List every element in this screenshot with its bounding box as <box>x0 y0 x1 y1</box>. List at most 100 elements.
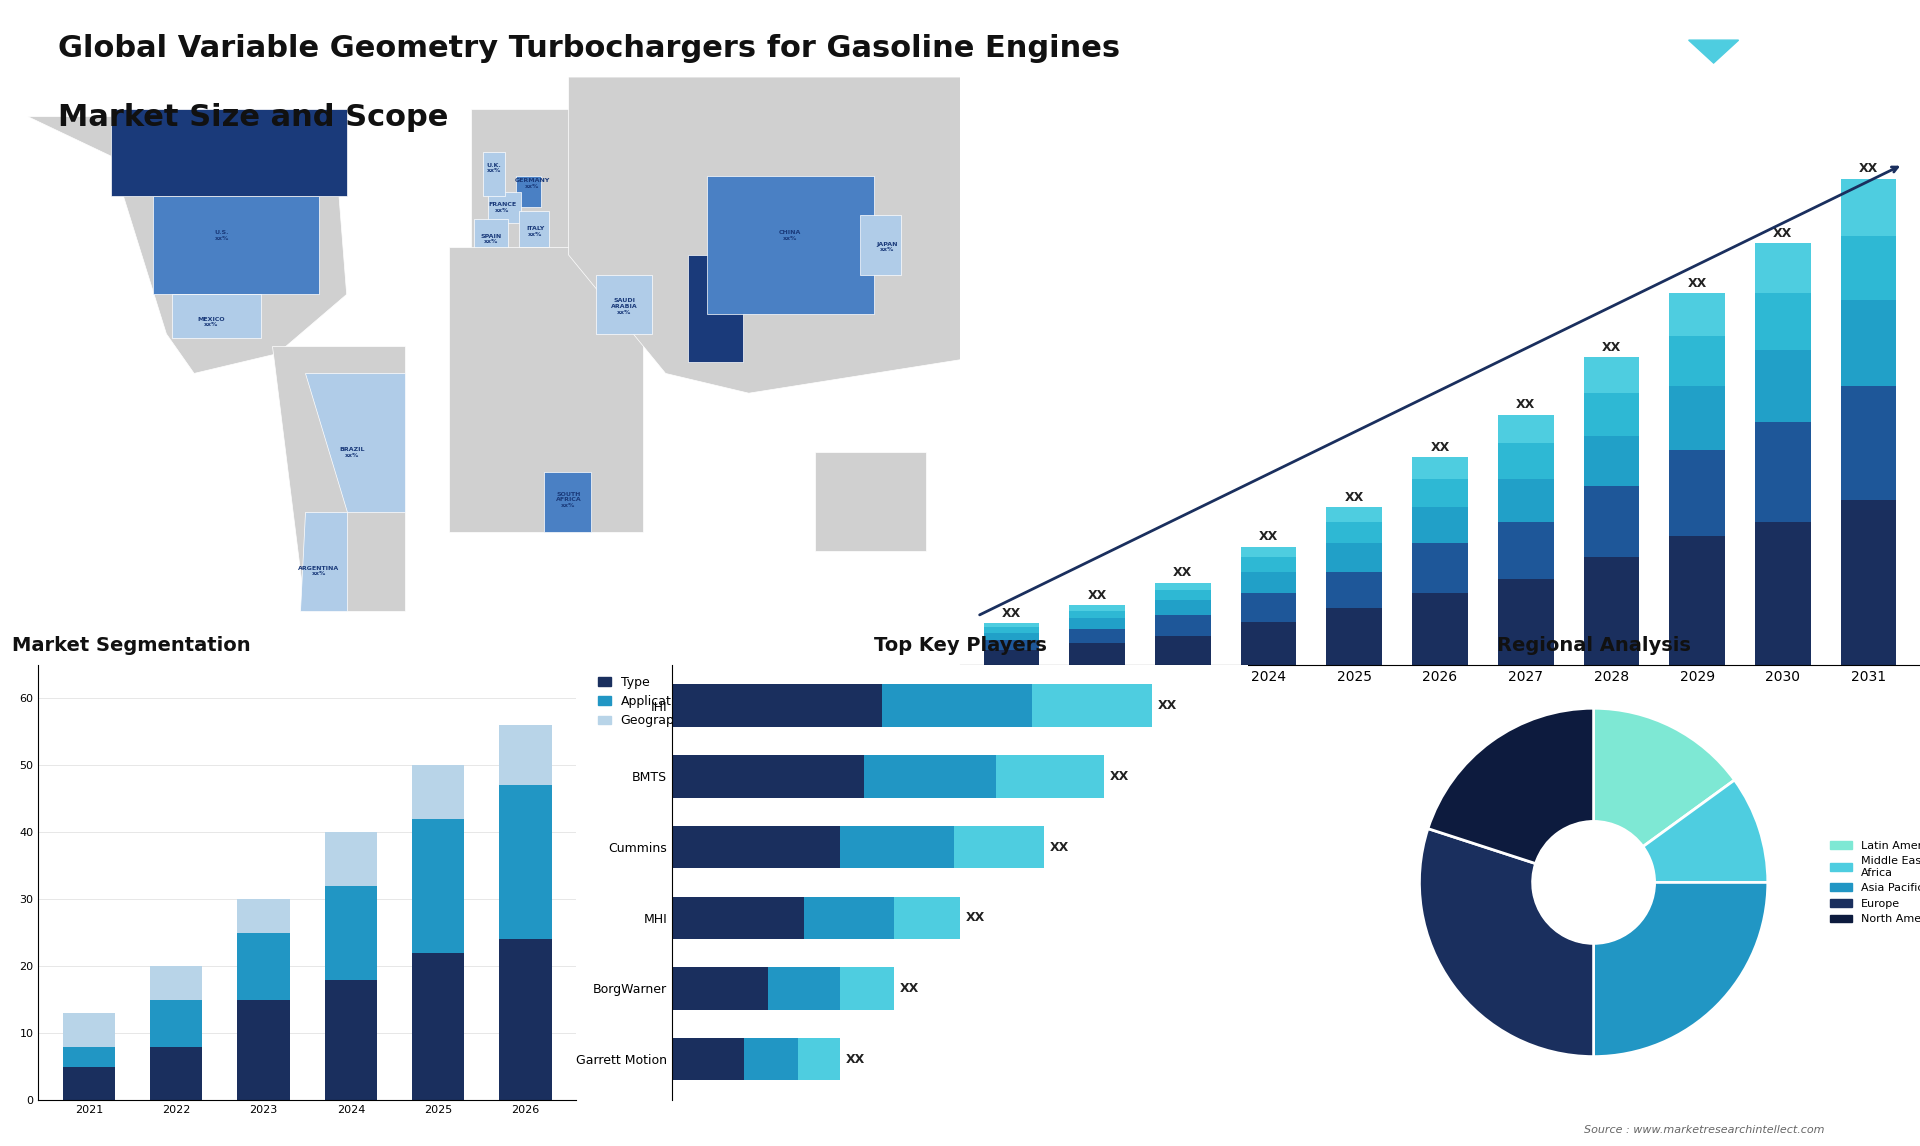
Bar <box>1240 557 1296 572</box>
Text: JAPAN
xx%: JAPAN xx% <box>877 242 899 252</box>
Text: XX: XX <box>1688 276 1707 290</box>
Bar <box>499 785 551 940</box>
Bar <box>672 967 768 1010</box>
Polygon shape <box>1690 40 1740 63</box>
Wedge shape <box>1419 829 1594 1057</box>
Text: FRANCE
xx%: FRANCE xx% <box>488 202 516 213</box>
Bar <box>1755 243 1811 293</box>
Bar <box>238 999 290 1100</box>
Bar <box>1327 508 1382 521</box>
Bar <box>499 725 551 785</box>
Polygon shape <box>860 215 900 275</box>
Bar <box>839 967 895 1010</box>
Text: Global Variable Geometry Turbochargers for Gasoline Engines: Global Variable Geometry Turbochargers f… <box>58 34 1119 63</box>
Bar <box>983 639 1039 651</box>
Polygon shape <box>474 219 507 251</box>
Bar <box>150 966 202 999</box>
Wedge shape <box>1428 708 1594 864</box>
Bar <box>1841 179 1897 236</box>
Bar <box>1755 293 1811 351</box>
Bar <box>1584 393 1640 435</box>
Bar <box>1069 611 1125 618</box>
Text: INTELLECT: INTELLECT <box>1743 93 1809 102</box>
Text: RESEARCH: RESEARCH <box>1743 70 1809 79</box>
Bar <box>983 651 1039 665</box>
Text: XX: XX <box>1517 398 1536 411</box>
Bar <box>983 623 1039 627</box>
Polygon shape <box>488 191 522 223</box>
Bar <box>1069 629 1125 643</box>
Bar <box>864 755 996 798</box>
Bar <box>983 627 1039 633</box>
Text: SOUTH
AFRICA
xx%: SOUTH AFRICA xx% <box>555 492 582 508</box>
Polygon shape <box>300 512 348 611</box>
Text: GERMANY
xx%: GERMANY xx% <box>515 179 551 189</box>
Bar <box>1240 594 1296 622</box>
Polygon shape <box>173 295 261 338</box>
Bar <box>238 900 290 933</box>
Polygon shape <box>27 117 348 374</box>
Bar <box>1240 622 1296 665</box>
Polygon shape <box>305 374 405 512</box>
Bar <box>63 1013 115 1046</box>
Wedge shape <box>1594 708 1734 847</box>
Bar <box>799 1038 841 1081</box>
Polygon shape <box>568 77 998 393</box>
Bar <box>768 967 841 1010</box>
Bar <box>1411 543 1469 594</box>
Bar <box>1327 607 1382 665</box>
Bar <box>881 684 1031 727</box>
Text: U.K.
xx%: U.K. xx% <box>486 163 501 173</box>
Bar <box>1668 386 1724 450</box>
Text: ITALY
xx%: ITALY xx% <box>526 226 545 236</box>
Polygon shape <box>111 109 348 196</box>
Bar <box>63 1046 115 1067</box>
Bar <box>839 826 954 869</box>
Bar <box>1069 643 1125 665</box>
Bar <box>1498 444 1553 479</box>
Wedge shape <box>1594 882 1768 1057</box>
Text: XX: XX <box>900 982 920 995</box>
Title: Regional Analysis: Regional Analysis <box>1498 636 1690 654</box>
Bar <box>1668 293 1724 336</box>
Bar <box>672 896 804 939</box>
Bar <box>1156 636 1212 665</box>
Text: XX: XX <box>1087 589 1106 602</box>
Text: XX: XX <box>1430 441 1450 454</box>
Text: XX: XX <box>1601 340 1620 354</box>
Text: XX: XX <box>1050 840 1069 854</box>
Title: Top Key Players: Top Key Players <box>874 636 1046 654</box>
Bar <box>1156 582 1212 590</box>
Text: MARKET: MARKET <box>1749 47 1803 56</box>
Text: XX: XX <box>1774 227 1793 240</box>
Polygon shape <box>597 275 651 333</box>
Bar <box>1498 579 1553 665</box>
Polygon shape <box>152 196 319 295</box>
Bar <box>1841 386 1897 501</box>
Bar <box>1755 422 1811 521</box>
Text: INDIA
xx%: INDIA xx% <box>705 316 726 328</box>
Text: XX: XX <box>1859 163 1878 175</box>
Polygon shape <box>449 248 643 532</box>
Bar <box>63 1067 115 1100</box>
Bar <box>1498 479 1553 521</box>
Bar <box>1327 543 1382 572</box>
Legend: Type, Application, Geography: Type, Application, Geography <box>593 670 695 732</box>
Text: U.S.
xx%: U.S. xx% <box>215 229 228 241</box>
Bar <box>324 980 376 1100</box>
Bar <box>672 684 881 727</box>
Text: CANADA
xx%: CANADA xx% <box>221 143 252 154</box>
Bar <box>1841 501 1897 665</box>
Bar <box>954 826 1044 869</box>
Bar <box>1069 605 1125 611</box>
Bar <box>1584 486 1640 557</box>
Bar <box>1327 572 1382 607</box>
Bar <box>1411 479 1469 508</box>
Polygon shape <box>543 472 591 532</box>
Bar <box>238 933 290 999</box>
Bar <box>1156 590 1212 601</box>
Polygon shape <box>482 152 505 196</box>
Text: SPAIN
xx%: SPAIN xx% <box>480 234 501 244</box>
Bar <box>1411 457 1469 479</box>
Bar <box>983 633 1039 639</box>
